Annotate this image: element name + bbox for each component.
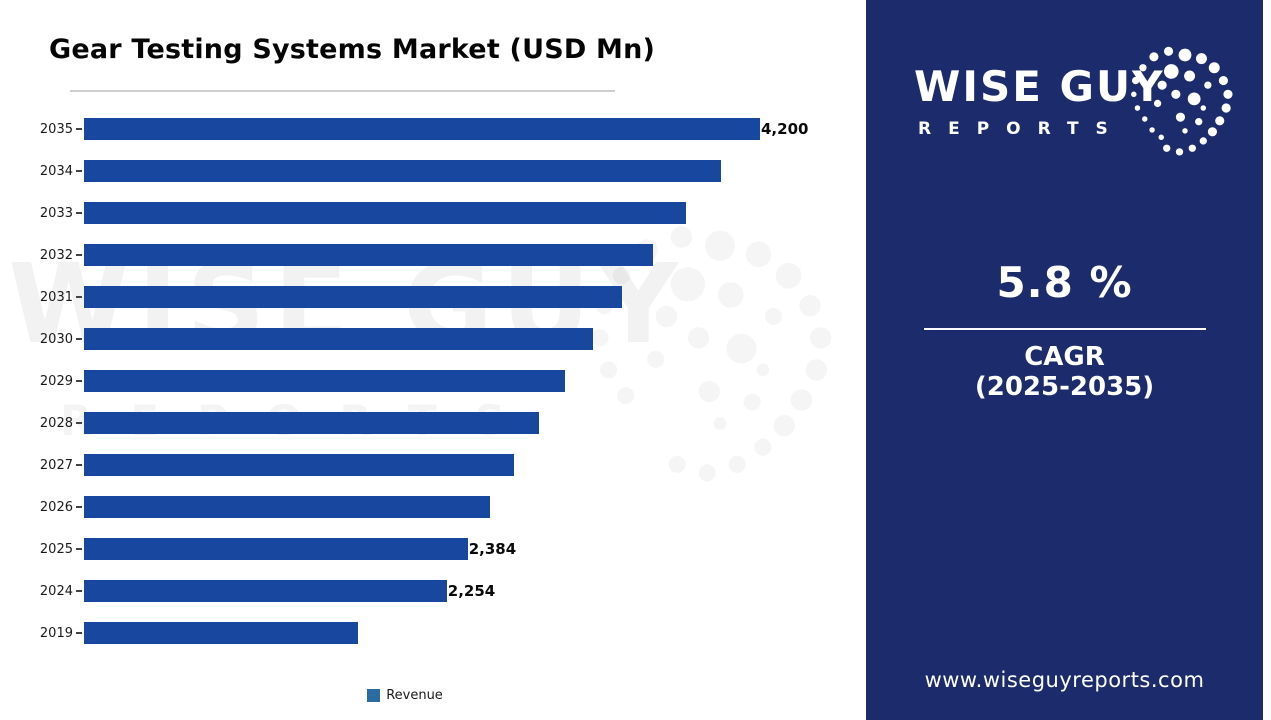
chart-panel: WISE GUY REPORTS Gear Testing Systems Ma… xyxy=(0,34,856,703)
chart-row: 2028 xyxy=(16,402,856,444)
y-axis-tick xyxy=(76,254,82,256)
title-divider xyxy=(70,90,615,92)
chart-title: Gear Testing Systems Market (USD Mn) xyxy=(49,34,656,65)
revenue-bar xyxy=(84,496,490,518)
revenue-bar xyxy=(84,118,760,140)
logo-text: WISE GUY REPORTS xyxy=(914,62,1165,139)
sidebar: WISE GUY REPORTS 5.8 % xyxy=(866,0,1263,720)
bar-track xyxy=(84,496,856,518)
y-axis-tick-label: 2029 xyxy=(39,373,73,389)
dotted-head-icon xyxy=(1131,46,1233,156)
wise-guy-reports-logo: WISE GUY REPORTS xyxy=(866,46,1263,178)
y-axis-tick xyxy=(76,380,82,382)
y-axis-tick-label: 2019 xyxy=(39,625,73,641)
y-axis-tick xyxy=(76,548,82,550)
cagr-divider xyxy=(923,328,1206,330)
bar-track xyxy=(84,244,856,266)
chart-row: 2031 xyxy=(16,276,856,318)
bar-value-label: 2,384 xyxy=(468,540,517,558)
y-axis-tick-label: 2025 xyxy=(39,541,73,557)
y-axis-tick xyxy=(76,506,82,508)
y-axis-tick-label: 2030 xyxy=(39,331,73,347)
y-axis-tick xyxy=(76,464,82,466)
bar-track: 2,384 xyxy=(84,538,856,560)
revenue-bar xyxy=(84,328,593,350)
y-axis-tick xyxy=(76,212,82,214)
cagr-value: 5.8 % xyxy=(996,258,1133,307)
y-axis-tick-label: 2035 xyxy=(39,121,73,137)
revenue-bar xyxy=(84,412,539,434)
bar-track xyxy=(84,286,856,308)
legend: Revenue xyxy=(0,688,810,703)
legend-label-revenue: Revenue xyxy=(386,688,443,703)
revenue-bar xyxy=(84,538,468,560)
y-axis-tick-label: 2033 xyxy=(39,205,73,221)
y-axis-tick-label: 2032 xyxy=(39,247,73,263)
cagr-label: CAGR xyxy=(1024,342,1105,372)
bar-track xyxy=(84,202,856,224)
chart-row: 2027 xyxy=(16,444,856,486)
y-axis-tick-label: 2034 xyxy=(39,163,73,179)
revenue-bar xyxy=(84,244,654,266)
revenue-bar xyxy=(84,622,358,644)
bar-track xyxy=(84,328,856,350)
chart-row: 2019 xyxy=(16,612,856,654)
y-axis-tick xyxy=(76,590,82,592)
chart-row: 2034 xyxy=(16,150,856,192)
chart-row: 2029 xyxy=(16,360,856,402)
bar-track xyxy=(84,622,856,644)
chart-row: 2030 xyxy=(16,318,856,360)
y-axis-tick-label: 2024 xyxy=(39,583,73,599)
y-axis-tick xyxy=(76,296,82,298)
bar-track xyxy=(84,370,856,392)
y-axis-tick-label: 2026 xyxy=(39,499,73,515)
revenue-bar xyxy=(84,454,514,476)
y-axis-tick xyxy=(76,338,82,340)
revenue-bar xyxy=(84,370,565,392)
bar-track: 2,254 xyxy=(84,580,856,602)
bar-track xyxy=(84,412,856,434)
y-axis-tick-label: 2031 xyxy=(39,289,73,305)
y-axis-tick xyxy=(76,632,82,634)
bar-value-label: 2,254 xyxy=(447,582,496,600)
revenue-bar xyxy=(84,580,447,602)
y-axis-tick xyxy=(76,422,82,424)
y-axis-tick-label: 2028 xyxy=(39,415,73,431)
y-axis-tick-label: 2027 xyxy=(39,457,73,473)
website-url: www.wiseguyreports.com xyxy=(924,668,1205,692)
revenue-bar xyxy=(84,286,623,308)
cagr-range: (2025-2035) xyxy=(974,372,1155,402)
bar-track xyxy=(84,454,856,476)
chart-row: 2033 xyxy=(16,192,856,234)
logo-reports-text: REPORTS xyxy=(918,119,1125,139)
y-axis-tick xyxy=(76,170,82,172)
chart-row: 2025 2,384 xyxy=(16,528,856,570)
chart-row: 2032 xyxy=(16,234,856,276)
revenue-bar xyxy=(84,160,722,182)
chart-row: 2035 4,200 xyxy=(16,108,856,150)
bar-chart: 2035 4,200 2034 2033 2032 2031 2030 2029 2028 202… xyxy=(16,108,856,654)
legend-swatch-revenue xyxy=(367,689,381,702)
revenue-bar xyxy=(84,202,687,224)
chart-row: 2024 2,254 xyxy=(16,570,856,612)
bar-track: 4,200 xyxy=(84,118,856,140)
logo-wise-guy-text: WISE GUY xyxy=(914,62,1165,111)
y-axis-tick xyxy=(76,128,82,130)
bar-value-label: 4,200 xyxy=(761,120,809,138)
bar-track xyxy=(84,160,856,182)
chart-row: 2026 xyxy=(16,486,856,528)
